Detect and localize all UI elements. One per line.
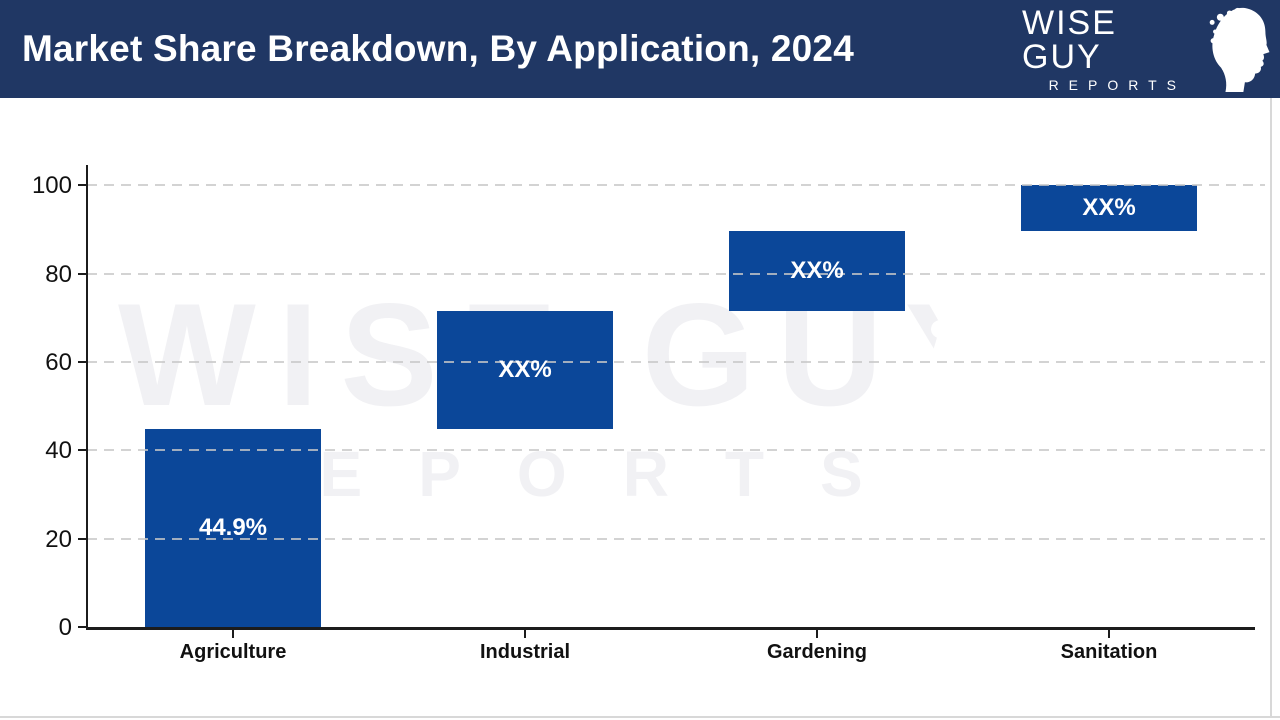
y-axis-tick-label-100: 100 [31, 172, 72, 200]
y-axis-tick-100 [78, 184, 86, 187]
y-axis-tick-label-80: 80 [45, 260, 72, 288]
x-axis-label-agriculture: Agriculture [179, 641, 287, 663]
brand-logo: WISE GUY REPORTS [1022, 4, 1272, 94]
page-border-bottom [0, 716, 1280, 718]
gridline-100 [87, 184, 1265, 187]
bar-value-label-agriculture: 44.9% [198, 513, 268, 541]
logo-wordmark-line2: REPORTS [1048, 76, 1186, 93]
header-bar: Market Share Breakdown, By Application, … [0, 0, 1280, 98]
x-axis-label-gardening: Gardening [766, 641, 867, 663]
x-axis-tick-agriculture [232, 630, 234, 638]
page-title: Market Share Breakdown, By Application, … [22, 28, 854, 69]
x-axis-tick-sanitation [1108, 630, 1110, 638]
gridline-60 [87, 361, 1265, 363]
gridline-80 [87, 272, 1265, 275]
x-axis-tick-gardening [816, 630, 818, 638]
y-axis-tick-label-20: 20 [45, 525, 72, 553]
y-axis-tick-40 [78, 449, 86, 452]
y-axis-tick-label-0: 0 [58, 614, 72, 641]
y-axis-tick-80 [78, 272, 86, 275]
watermark-head-icon [916, 229, 1168, 582]
bar-industrial [437, 310, 613, 429]
x-axis-label-sanitation: Sanitation [1060, 641, 1158, 663]
y-axis-tick-label-40: 40 [45, 437, 72, 465]
gridline-40 [87, 449, 1265, 452]
logo-wordmark: WISE GUY REPORTS [1022, 6, 1207, 93]
gridline-20 [87, 537, 1265, 540]
y-axis-line [86, 165, 88, 629]
y-axis-tick-label-60: 60 [45, 349, 72, 376]
y-axis-tick-0 [78, 626, 86, 628]
x-axis-line [86, 627, 1255, 630]
y-axis-tick-20 [78, 537, 86, 540]
bar-agriculture [145, 428, 321, 627]
page-border-right [1270, 98, 1272, 718]
logo-head-icon [1209, 7, 1270, 92]
x-axis-tick-industrial [524, 630, 526, 638]
x-axis-label-industrial: Industrial [479, 641, 570, 663]
bar-value-label-industrial: XX% [498, 355, 552, 383]
logo-wordmark-line1: WISE GUY [1022, 3, 1117, 76]
y-axis-tick-60 [78, 361, 86, 363]
bar-sanitation [1021, 185, 1197, 231]
bar-gardening [729, 230, 905, 311]
bar-value-label-gardening: XX% [790, 256, 844, 284]
bar-value-label-sanitation: XX% [1082, 194, 1136, 222]
